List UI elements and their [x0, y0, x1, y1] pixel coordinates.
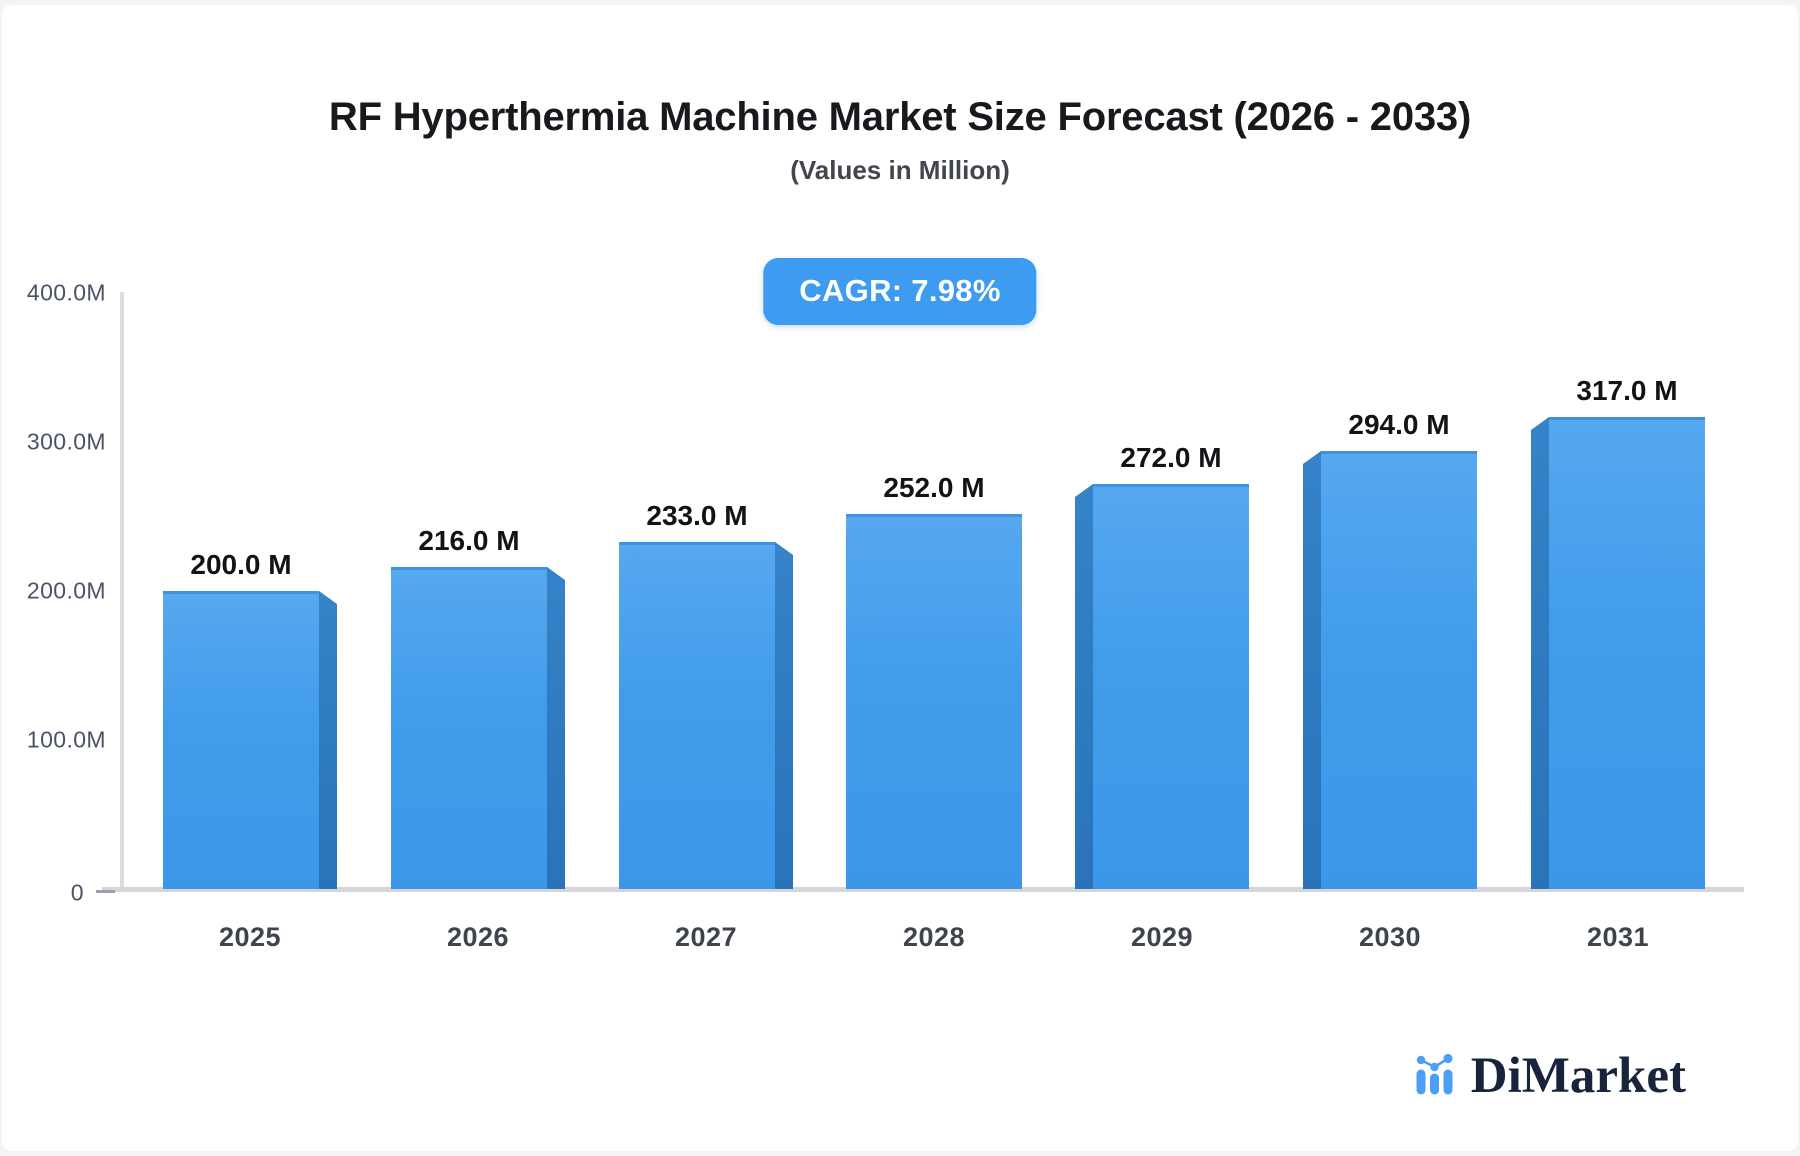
bar-value-label: 216.0 M [418, 525, 520, 556]
cagr-badge: CAGR: 7.98% [763, 258, 1037, 325]
dimarket-bar-chart-icon [1416, 1053, 1453, 1095]
bar-group-2025: 200.0 M 2025 [136, 293, 364, 952]
y-axis-tick-label: 300.0M [26, 428, 106, 455]
chart-card: RF Hyperthermia Machine Market Size Fore… [2, 5, 1798, 1151]
chart-subtitle: (Values in Million) [790, 155, 1010, 185]
x-axis-label: 2026 [446, 922, 510, 952]
x-axis-label: 2027 [674, 922, 738, 952]
bar-3d-side [547, 567, 565, 889]
y-axis-tick-label: 400.0M [26, 279, 106, 306]
bar [1549, 417, 1705, 889]
chart-title: RF Hyperthermia Machine Market Size Fore… [328, 95, 1472, 139]
bar-3d-side [775, 542, 793, 889]
bar-3d-side [1075, 484, 1093, 889]
x-axis-label: 2029 [1130, 922, 1194, 952]
bar [1093, 484, 1249, 889]
bar-group-2028: 252.0 M 2028 [820, 293, 1048, 952]
bar-3d-side [1531, 417, 1549, 889]
bar-value-label: 252.0 M [883, 472, 985, 503]
x-axis-label: 2028 [902, 922, 966, 952]
y-axis-tick-label: 0 [70, 879, 84, 906]
bar-3d-side [319, 591, 337, 889]
bar-value-label: 233.0 M [646, 500, 748, 531]
bar-plot-area: 200.0 M 2025 216.0 M 2026 233.0 M 2027 252.0 M… [136, 293, 1732, 952]
bar-3d-side [1303, 451, 1321, 889]
bar-group-2027: 233.0 M 2027 [592, 293, 820, 952]
bar-group-2031: 317.0 M 2031 [1504, 293, 1732, 952]
x-axis-label: 2031 [1586, 922, 1650, 952]
bar-value-label: 294.0 M [1348, 409, 1450, 440]
x-axis-label: 2030 [1358, 922, 1422, 952]
brand-logo-text: DiMarket [1470, 1048, 1686, 1105]
bar-value-label: 272.0 M [1120, 442, 1222, 473]
bar-group-2026: 216.0 M 2026 [364, 293, 592, 952]
bar [619, 542, 775, 889]
bar-group-2029: 272.0 M 2029 [1048, 293, 1276, 952]
y-axis-line [120, 292, 124, 891]
y-axis-tick-label: 200.0M [26, 577, 106, 604]
x-axis-baseline [102, 887, 1744, 892]
bar-value-label: 317.0 M [1576, 375, 1678, 406]
bar-value-label: 200.0 M [190, 549, 292, 580]
zero-tick-mark [96, 890, 115, 893]
bar [391, 567, 547, 889]
bar [163, 591, 319, 889]
x-axis-label: 2025 [218, 922, 282, 952]
y-axis-tick-label: 100.0M [26, 726, 106, 753]
bar [846, 514, 1022, 889]
brand-logo: DiMarket [1415, 1048, 1686, 1105]
bar [1321, 451, 1477, 889]
bar-group-2030: 294.0 M 2030 [1276, 293, 1504, 952]
